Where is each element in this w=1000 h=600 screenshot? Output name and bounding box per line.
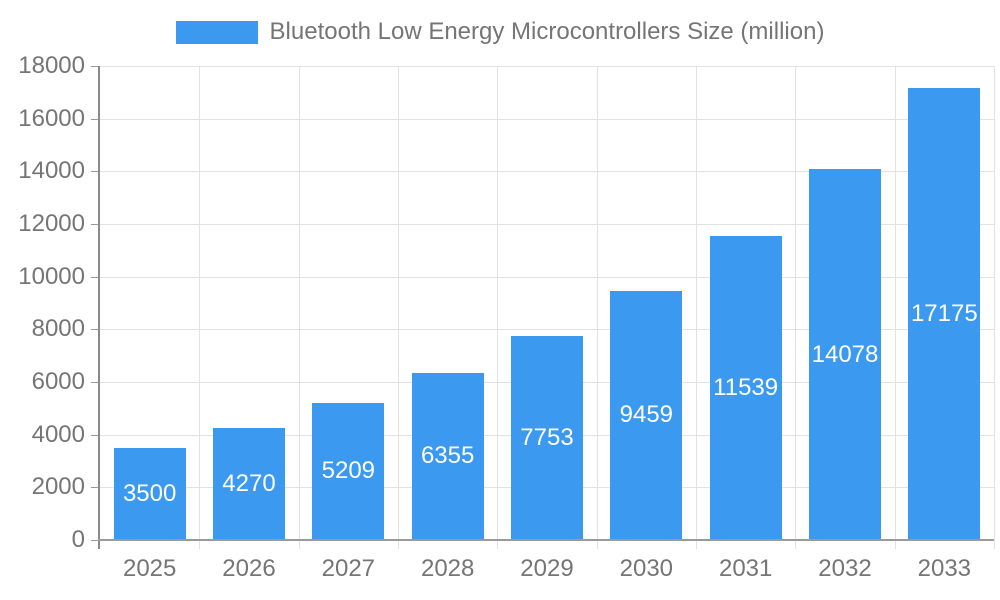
gridline-horizontal <box>100 171 994 173</box>
x-axis-label: 2033 <box>917 555 972 582</box>
bar-value-label: 6355 <box>420 442 475 470</box>
x-axis-label: 2025 <box>122 555 177 582</box>
bar[interactable]: 5209 <box>312 402 385 540</box>
bar[interactable]: 11539 <box>709 236 782 540</box>
y-axis-label: 8000 <box>31 315 85 343</box>
x-axis-label: 2030 <box>619 555 674 582</box>
y-axis-line <box>98 66 100 549</box>
y-axis-tick <box>91 66 100 67</box>
bar-value-label: 17175 <box>910 299 978 327</box>
y-axis-tick <box>91 171 100 173</box>
y-axis-label: 2000 <box>31 473 85 501</box>
gridline-vertical <box>497 66 499 549</box>
bar-value-label: 4270 <box>222 469 276 497</box>
gridline-vertical <box>994 66 995 549</box>
y-axis-tick <box>91 329 100 331</box>
bar[interactable]: 4270 <box>213 427 285 540</box>
bar-value-label: 11539 <box>713 374 779 402</box>
gridline-horizontal <box>100 329 994 331</box>
y-axis-tick <box>91 382 100 383</box>
y-axis-tick <box>91 118 100 120</box>
gridline-vertical <box>398 66 399 549</box>
y-axis-tick <box>91 487 100 489</box>
y-axis-label: 12000 <box>18 210 85 237</box>
x-axis-label: 2028 <box>420 555 475 582</box>
y-axis-tick <box>91 276 100 278</box>
bar[interactable]: 17175 <box>908 87 981 540</box>
bar[interactable]: 9459 <box>610 290 683 540</box>
bar[interactable]: 6355 <box>411 372 484 540</box>
y-axis-tick <box>91 540 100 541</box>
chart-legend[interactable]: Bluetooth Low Energy Microcontrollers Si… <box>0 18 1000 46</box>
y-axis-label: 6000 <box>31 368 85 395</box>
y-axis-tick <box>91 224 100 225</box>
legend-swatch <box>175 20 258 44</box>
y-axis-tick <box>91 434 100 436</box>
gridline-horizontal <box>100 224 994 225</box>
legend-label: Bluetooth Low Energy Microcontrollers Si… <box>269 18 825 45</box>
gridline-horizontal <box>100 276 994 278</box>
bar-value-label: 14078 <box>811 340 879 368</box>
x-axis-label: 2032 <box>818 555 872 582</box>
gridline-horizontal <box>100 66 994 67</box>
x-axis-label: 2029 <box>520 555 574 582</box>
bar[interactable]: 3500 <box>113 447 186 540</box>
y-axis-label: 14000 <box>18 157 85 185</box>
gridline-vertical <box>596 66 598 549</box>
gridline-vertical <box>199 66 201 549</box>
y-axis-label: 4000 <box>31 420 85 448</box>
gridline-vertical <box>894 66 896 549</box>
gridline-horizontal <box>100 118 994 120</box>
gridline-vertical <box>298 66 300 549</box>
bar-value-label: 9459 <box>619 401 674 429</box>
x-axis-label: 2031 <box>718 555 773 582</box>
bar-value-label: 7753 <box>520 423 574 451</box>
x-axis-label: 2027 <box>321 555 376 582</box>
y-axis-label: 18000 <box>18 52 85 79</box>
bar-value-label: 5209 <box>321 457 376 485</box>
x-axis-line <box>98 539 994 541</box>
y-axis-label: 0 <box>71 526 85 553</box>
gridline-vertical <box>696 66 697 549</box>
x-axis-label: 2026 <box>222 555 276 582</box>
y-axis-label: 10000 <box>18 262 85 290</box>
gridline-vertical <box>795 66 797 549</box>
bar-value-label: 3500 <box>122 479 177 507</box>
y-axis-label: 16000 <box>18 104 85 132</box>
bar[interactable]: 7753 <box>511 335 583 540</box>
bar[interactable]: 14078 <box>809 169 881 540</box>
